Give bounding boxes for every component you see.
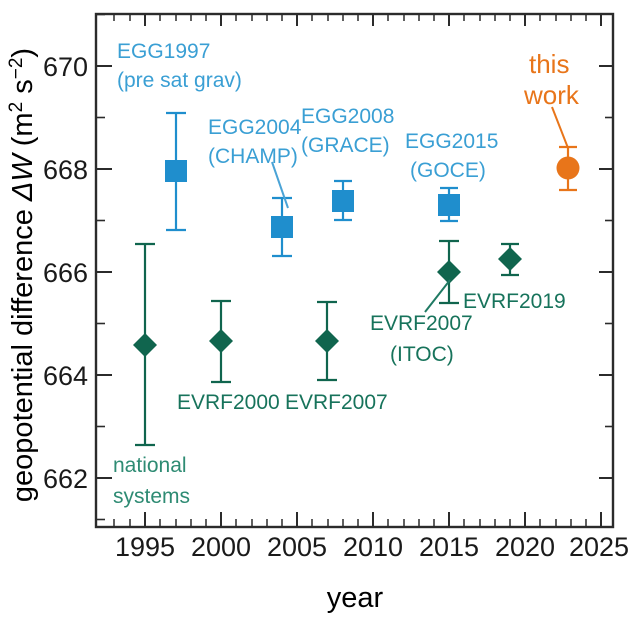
data-point-evrf2000[interactable] <box>209 299 233 384</box>
y-tick-label: 668 <box>43 155 88 185</box>
x-axis-ticks <box>113 14 602 527</box>
annotation-line2: work <box>523 80 580 110</box>
y-tick-label: 666 <box>43 258 88 288</box>
annotation-line1: EGG2008 <box>301 105 394 128</box>
leader-line-evrf2007-itoc <box>424 279 451 313</box>
x-tick-label: 2025 <box>569 532 629 562</box>
annotation-line2: (CHAMP) <box>208 145 298 168</box>
data-point-evrf2007[interactable] <box>315 300 339 382</box>
y-tick-label: 662 <box>43 464 88 494</box>
series-evrf <box>133 239 522 447</box>
data-point-evrf2007-itoc[interactable] <box>437 239 461 305</box>
annotation-line1: EVRF2000 <box>177 391 280 414</box>
leader-lines <box>271 106 569 313</box>
annotation-egg1997: EGG1997 (pre sat grav) <box>117 40 242 92</box>
annotation-line2: systems <box>113 485 190 508</box>
annotation-line1: EGG2015 <box>405 130 498 153</box>
y-tick-label: 664 <box>43 361 88 391</box>
data-point-egg1997[interactable] <box>165 111 187 232</box>
annotation-line2: (GOCE) <box>410 159 486 182</box>
y-tick-labels: 670 668 666 664 662 <box>43 52 88 494</box>
y-axis-title-sup1: 2 <box>6 102 27 113</box>
y-axis-title-sup2: −2 <box>6 58 27 80</box>
annotation-line1: EGG1997 <box>117 40 210 63</box>
annotation-evrf2007: EVRF2007 <box>285 391 388 414</box>
y-tick-label: 670 <box>43 52 88 82</box>
data-point-evrf2019[interactable] <box>498 242 522 277</box>
y-axis-title-delta: ΔW <box>7 152 39 202</box>
annotation-line1: EVRF2019 <box>463 290 566 313</box>
annotation-evrf2007-itoc: EVRF2007 (ITOC) <box>370 312 473 366</box>
annotation-evrf2019: EVRF2019 <box>463 290 566 313</box>
x-axis-title: year <box>327 582 384 614</box>
x-tick-labels: 1995 2000 2005 2010 2015 2020 2025 <box>115 532 629 562</box>
annotation-line1: national <box>113 454 187 477</box>
y-axis-title-lead: geopotential difference <box>7 201 39 502</box>
annotation-line2: (GRACE) <box>301 134 390 157</box>
data-point-egg2004[interactable] <box>271 196 293 258</box>
leader-line-egg2004 <box>271 161 289 209</box>
x-tick-label: 2015 <box>419 532 479 562</box>
x-tick-label: 2000 <box>191 532 251 562</box>
data-point-egg2008[interactable] <box>332 179 354 222</box>
annotation-evrf2000: EVRF2000 <box>177 391 280 414</box>
annotation-line2: (ITOC) <box>390 343 454 366</box>
annotation-this-work: this work <box>523 49 580 110</box>
y-axis-title-units-close: ) <box>7 48 39 58</box>
y-axis-title-units-open: (m <box>7 112 39 154</box>
annotation-egg2008: EGG2008 (GRACE) <box>301 105 394 157</box>
plot-frame <box>94 12 615 529</box>
annotation-line2: (pre sat grav) <box>117 69 242 92</box>
annotation-line1: EVRF2007 <box>370 312 473 335</box>
svg-text:geopotential difference ΔW (m2: geopotential difference ΔW (m2 s−2) <box>6 48 40 502</box>
x-axis-title-text: year <box>327 582 384 614</box>
annotation-line1: EGG2004 <box>208 116 302 139</box>
data-point-egg2015[interactable] <box>438 186 460 223</box>
x-tick-label: 1995 <box>115 532 175 562</box>
x-tick-label: 2020 <box>495 532 555 562</box>
y-axis-title-units-mid: s <box>7 79 39 102</box>
x-tick-label: 2005 <box>267 532 327 562</box>
annotation-egg2004: EGG2004 (CHAMP) <box>208 116 302 168</box>
y-axis-title: geopotential difference ΔW (m2 s−2) <box>6 48 40 502</box>
x-tick-label: 2010 <box>343 532 403 562</box>
annotation-line1: EVRF2007 <box>285 391 388 414</box>
y-axis-ticks <box>96 13 613 521</box>
annotation-national-systems: national systems <box>113 454 190 508</box>
annotation-egg2015: EGG2015 (GOCE) <box>405 130 498 182</box>
data-point-national-systems[interactable] <box>133 242 157 447</box>
leader-line-this-work <box>551 106 569 149</box>
annotation-line1: this <box>529 49 569 79</box>
series-egg <box>165 111 460 258</box>
